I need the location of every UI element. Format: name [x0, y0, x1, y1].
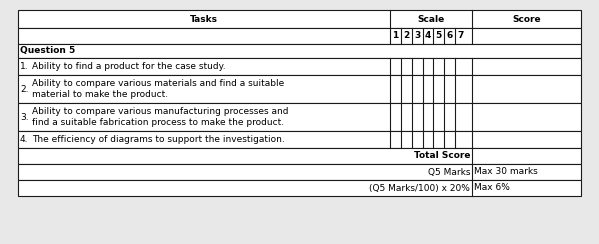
Bar — [18, 164, 581, 180]
Text: (Q5 Marks/100) x 20%: (Q5 Marks/100) x 20% — [369, 183, 470, 193]
Bar — [18, 75, 581, 103]
Text: Total Score: Total Score — [413, 152, 470, 161]
Text: Scale: Scale — [418, 14, 444, 23]
Text: Ability to find a product for the case study.: Ability to find a product for the case s… — [32, 62, 226, 71]
Text: 7: 7 — [457, 31, 464, 41]
Text: 1: 1 — [392, 31, 398, 41]
Bar — [18, 44, 581, 58]
Text: 2: 2 — [403, 31, 409, 41]
Text: Q5 Marks: Q5 Marks — [428, 167, 470, 176]
Text: 1.: 1. — [20, 62, 29, 71]
Bar — [18, 103, 581, 131]
Bar — [18, 148, 581, 164]
Bar — [18, 131, 581, 148]
Text: 4.: 4. — [20, 135, 29, 144]
Text: 3.: 3. — [20, 112, 29, 122]
Text: Max 30 marks: Max 30 marks — [474, 167, 538, 176]
Text: 5: 5 — [435, 31, 442, 41]
Bar — [18, 10, 581, 28]
Text: The efficiency of diagrams to support the investigation.: The efficiency of diagrams to support th… — [32, 135, 285, 144]
Text: Ability to compare various manufacturing processes and
find a suitable fabricati: Ability to compare various manufacturing… — [32, 107, 289, 127]
Text: Ability to compare various materials and find a suitable
material to make the pr: Ability to compare various materials and… — [32, 79, 285, 99]
Text: Max 6%: Max 6% — [474, 183, 510, 193]
Text: 6: 6 — [446, 31, 453, 41]
Bar — [18, 28, 581, 44]
Bar — [18, 180, 581, 196]
Text: 4: 4 — [425, 31, 431, 41]
Text: Question 5: Question 5 — [20, 47, 75, 55]
Text: Tasks: Tasks — [190, 14, 218, 23]
Bar — [18, 58, 581, 75]
Text: Score: Score — [512, 14, 541, 23]
Text: 3: 3 — [414, 31, 420, 41]
Text: 2.: 2. — [20, 84, 29, 93]
